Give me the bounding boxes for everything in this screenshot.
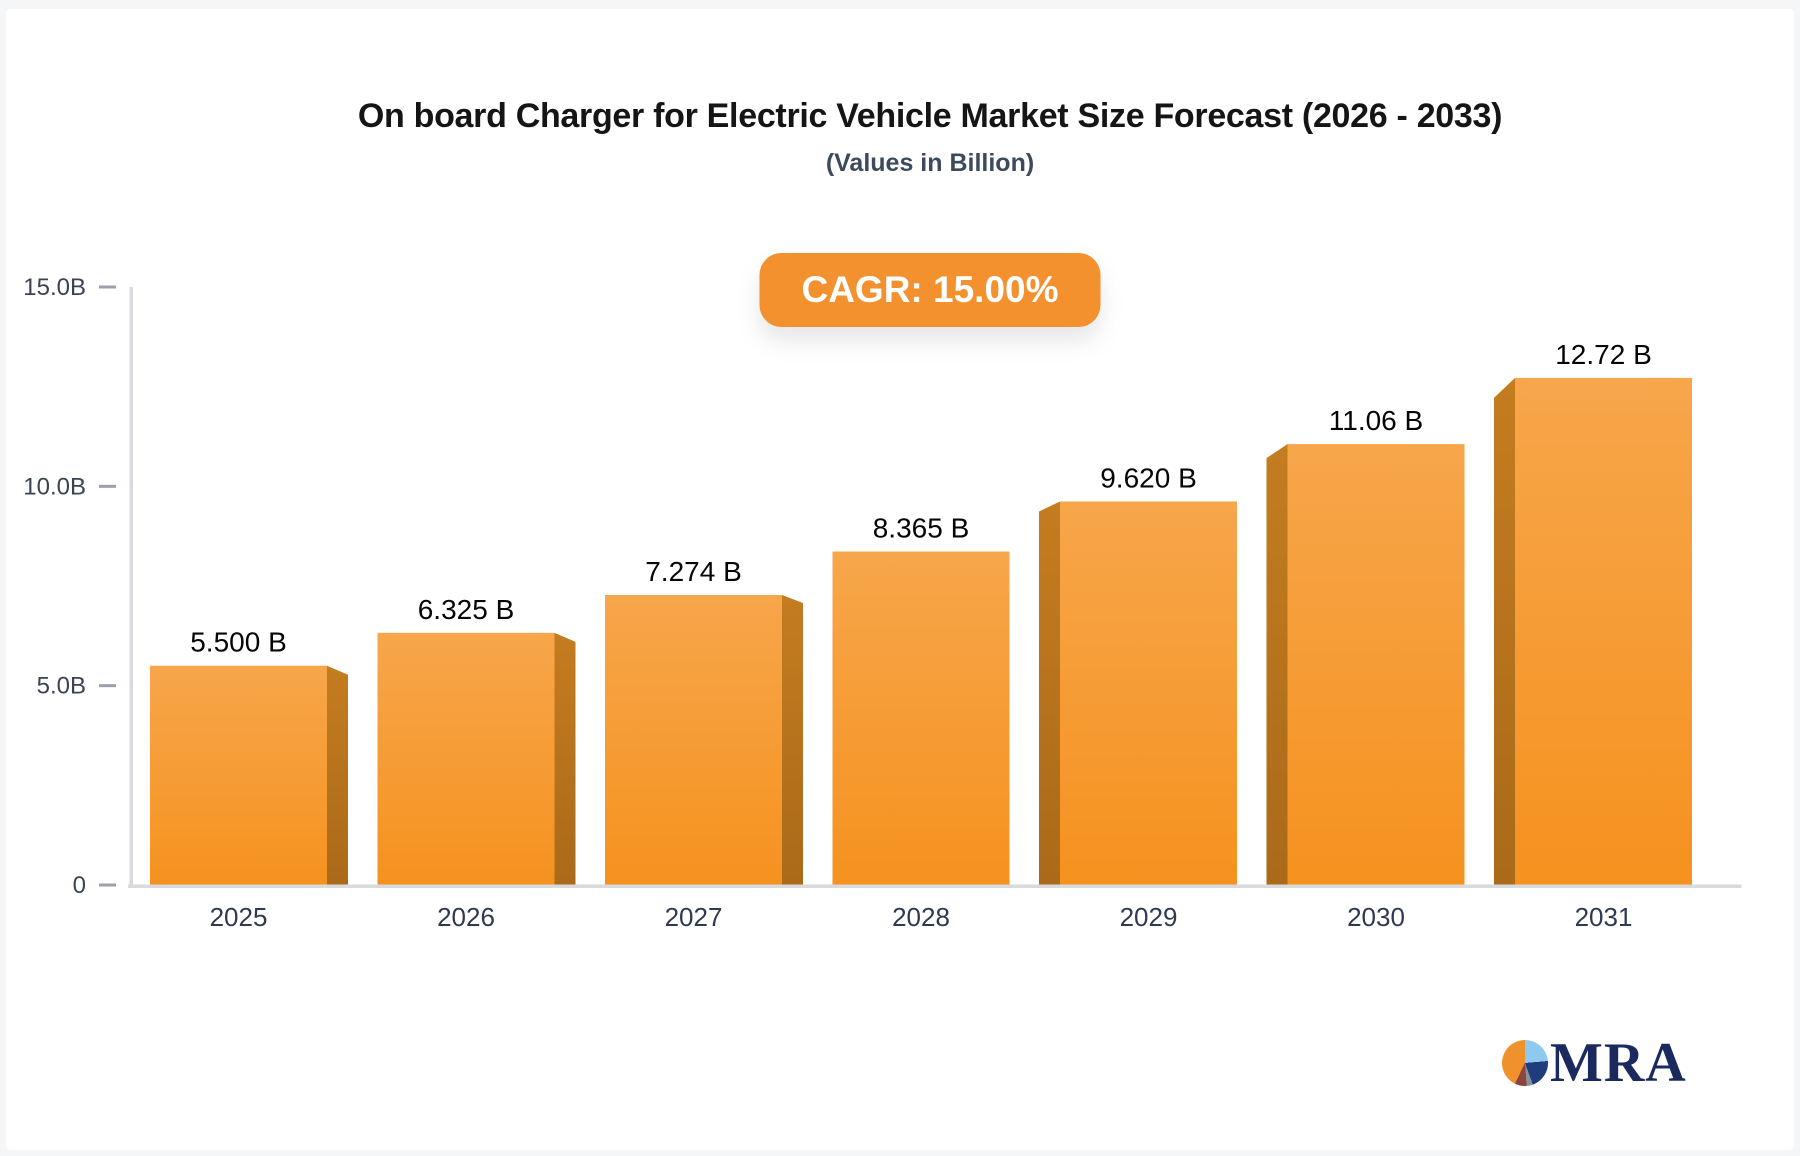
y-axis-line: [129, 287, 133, 887]
x-axis-label-2025: 2025: [210, 902, 268, 932]
bar-2031: [1515, 377, 1692, 885]
y-tick-label-5.0B: 5.0B: [37, 673, 86, 700]
bar-value-label-2030: 11.06 B: [1329, 405, 1423, 436]
y-tick-label-10.0B: 10.0B: [23, 473, 86, 500]
cagr-badge: CAGR: 15.00%: [759, 253, 1101, 327]
bar-value-label-2029: 9.620 B: [1100, 462, 1197, 493]
bar-2025: [150, 665, 327, 885]
bar-side-2029: [1039, 501, 1060, 885]
bar-2026: [377, 632, 555, 885]
bar-2029: [1060, 501, 1237, 885]
y-tick-10.0B: [99, 484, 116, 488]
pie-chart-icon: [1502, 1040, 1548, 1086]
brand-logo: MRA: [1502, 1032, 1687, 1094]
y-tick-5.0B: [99, 684, 116, 688]
bar-side-2027: [782, 595, 803, 885]
x-axis-label-2027: 2027: [665, 902, 723, 932]
x-axis-label-2030: 2030: [1347, 902, 1405, 932]
logo-text: MRA: [1550, 1032, 1687, 1094]
y-tick-label-15.0B: 15.0B: [23, 274, 86, 301]
bar-value-label-2031: 12.72 B: [1555, 339, 1652, 370]
bar-side-2030: [1266, 444, 1288, 885]
bar-value-label-2027: 7.274 B: [645, 556, 742, 587]
bar-side-2031: [1494, 377, 1515, 885]
bar-2028: [832, 551, 1010, 885]
bar-side-2026: [554, 632, 576, 885]
bar-value-label-2028: 8.365 B: [873, 513, 970, 544]
y-tick-15.0B: [99, 285, 116, 289]
bar-value-label-2026: 6.325 B: [418, 594, 515, 625]
bar-2030: [1287, 444, 1465, 885]
bar-2027: [605, 595, 782, 885]
page-subtitle: (Values in Billion): [825, 149, 1035, 177]
y-tick-0: [99, 883, 116, 887]
bar-side-2025: [327, 665, 348, 885]
x-axis-baseline: [128, 884, 1742, 888]
x-axis-label-2029: 2029: [1120, 902, 1178, 932]
page-title: On board Charger for Electric Vehicle Ma…: [357, 97, 1503, 135]
y-tick-label-0: 0: [73, 872, 86, 899]
x-axis-label-2026: 2026: [437, 902, 495, 932]
x-axis-label-2031: 2031: [1575, 902, 1633, 932]
bar-value-label-2025: 5.500 B: [190, 627, 287, 658]
x-axis-label-2028: 2028: [892, 902, 950, 932]
